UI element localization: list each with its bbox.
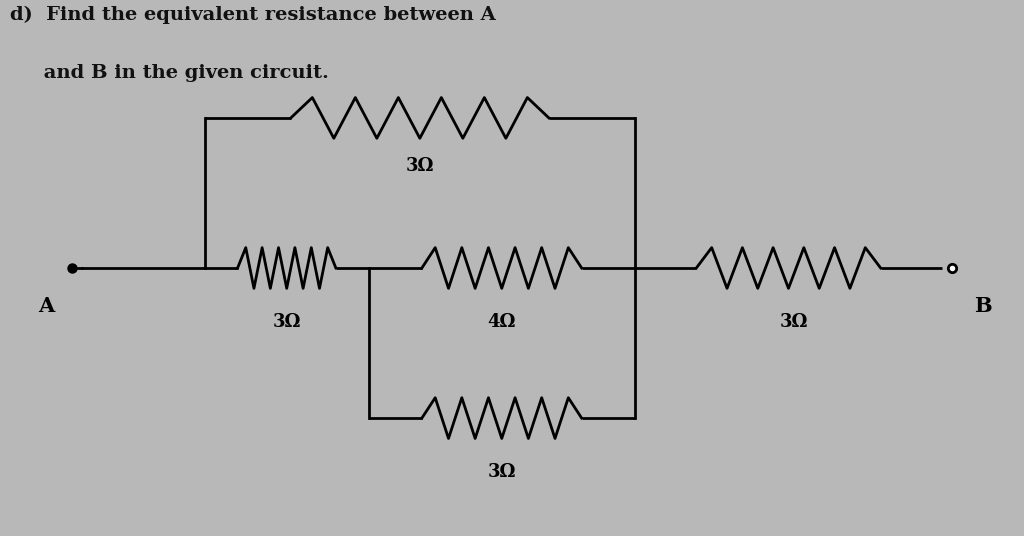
Text: 3Ω: 3Ω	[779, 312, 808, 331]
Text: d)  Find the equivalent resistance between A: d) Find the equivalent resistance betwee…	[10, 5, 496, 24]
Text: 3Ω: 3Ω	[487, 463, 516, 481]
Text: A: A	[38, 295, 54, 316]
Text: 3Ω: 3Ω	[406, 157, 434, 175]
Text: 3Ω: 3Ω	[272, 312, 301, 331]
Text: 4Ω: 4Ω	[487, 312, 516, 331]
Text: and B in the given circuit.: and B in the given circuit.	[10, 64, 329, 83]
Text: B: B	[974, 295, 992, 316]
